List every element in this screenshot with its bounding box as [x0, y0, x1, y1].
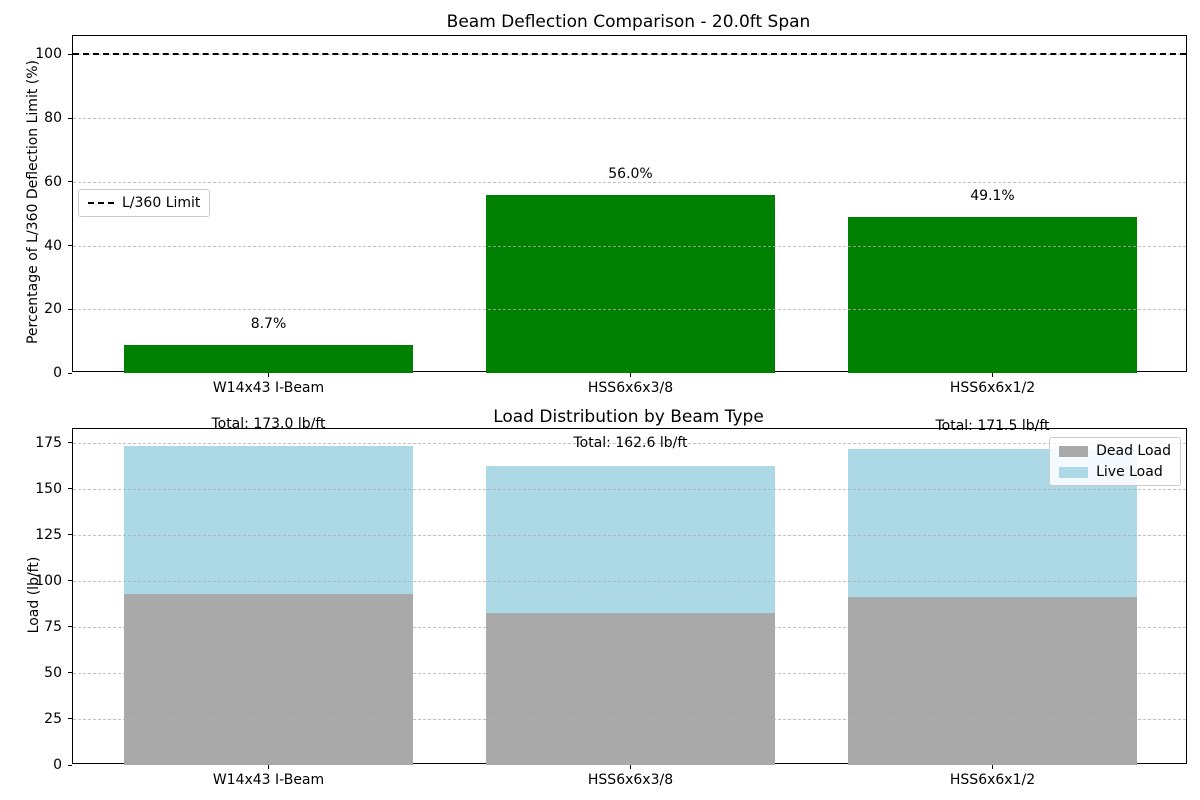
y-tick-label: 100 [35, 46, 62, 63]
y-tick-label: 40 [44, 237, 62, 254]
gridline-y-150 [73, 488, 1186, 490]
deflection-chart: 8.7% 56.0% 49.1% L/360 Limit 0 20 40 60 80 100 W1… [35, 35, 1187, 396]
bar-deflection-percent-of-l-360-limit [847, 216, 1138, 373]
bar-loads-live-load [123, 446, 414, 594]
x-tick [992, 765, 993, 769]
gridline-y-125 [73, 534, 1186, 536]
bar-value-label: 56.0% [608, 165, 653, 182]
y-tick-label: 125 [35, 526, 62, 543]
gridline-y-175 [73, 442, 1186, 444]
x-tick [267, 373, 269, 377]
y-tick-40 [68, 245, 72, 247]
x-tick [992, 373, 993, 377]
y-tick-label: 75 [44, 618, 62, 635]
bar-loads-dead-load [485, 612, 776, 765]
bar-value-label: Total: 173.0 lb/ft [211, 415, 326, 432]
y-tick-0 [68, 764, 72, 766]
x-tick-label-hss6x6x3-8: HSS6x6x3/8 [587, 772, 674, 788]
x-tick [630, 765, 631, 769]
y-tick-25 [68, 718, 72, 720]
x-tick [630, 373, 631, 377]
y-tick-label: 25 [44, 710, 62, 727]
gridline-y-100 [73, 580, 1186, 582]
legend-patch-swatch [1059, 466, 1089, 478]
y-tick-125 [68, 534, 72, 536]
y-tick-20 [68, 308, 72, 310]
legend-entry: Dead Load [1059, 443, 1171, 459]
x-tick [267, 765, 269, 769]
y-tick-150 [68, 488, 72, 490]
y-tick-175 [68, 442, 72, 444]
y-tick-label: 0 [53, 365, 62, 381]
y-tick-label: 0 [53, 757, 62, 773]
x-tick-label-hss6x6x1-2: HSS6x6x1/2 [949, 772, 1036, 788]
legend-entry: Live Load [1059, 464, 1171, 480]
load-chart: Total: 173.0 lb/ft Total: 162.6 lb/ft Tota… [35, 416, 1187, 788]
gridline-y-80 [73, 118, 1186, 120]
y-tick-100 [68, 53, 72, 55]
bar-value-label: 49.1% [970, 187, 1015, 204]
legend-dashed-line-swatch [88, 202, 114, 204]
bar-loads-dead-load [847, 596, 1138, 765]
bar-value-label: Total: 171.5 lb/ft [935, 418, 1050, 435]
y-tick-100 [68, 580, 72, 582]
legend-label: Live Load [1096, 464, 1163, 480]
y-tick-label: 175 [35, 434, 62, 451]
gridline-y-75 [73, 626, 1186, 628]
gridline-y-50 [73, 672, 1186, 674]
bar-loads-live-load [485, 465, 776, 613]
y-tick-label: 80 [44, 110, 62, 127]
deflection-plot-area: 8.7% 56.0% 49.1% L/360 Limit [73, 36, 1186, 373]
load-chart-title: Load Distribution by Beam Type [493, 407, 764, 427]
bar-value-label: 8.7% [250, 316, 287, 333]
y-tick-0 [68, 372, 72, 374]
y-tick-80 [68, 117, 72, 119]
y-tick-60 [68, 181, 72, 183]
legend-entry: L/360 Limit [88, 195, 200, 211]
y-tick-50 [68, 672, 72, 674]
y-tick-label: 50 [44, 664, 62, 681]
y-tick-label: 150 [35, 480, 62, 497]
gridline-y-20 [73, 309, 1186, 311]
load-plot-area: Total: 173.0 lb/ft Total: 162.6 lb/ft Tota… [73, 416, 1186, 765]
gridline-y-25 [73, 718, 1186, 720]
bar-value-label: Total: 162.6 lb/ft [573, 434, 688, 451]
gridline-y-40 [73, 245, 1186, 247]
x-tick-label-w14x43-i-beam: W14x43 I-Beam [212, 380, 325, 396]
bar-loads-dead-load [123, 593, 414, 765]
legend: L/360 Limit [78, 189, 211, 217]
gridline-y-60 [73, 181, 1186, 183]
y-tick-label: 60 [44, 173, 62, 190]
bar-deflection-percent-of-l-360-limit [123, 345, 414, 373]
x-tick-label-hss6x6x3-8: HSS6x6x3/8 [587, 380, 674, 396]
y-tick-label: 20 [44, 301, 62, 318]
legend-label: Dead Load [1096, 443, 1171, 459]
ref-line-l-360-limit [73, 53, 1186, 56]
x-tick-label-hss6x6x1-2: HSS6x6x1/2 [949, 380, 1036, 396]
legend-patch-swatch [1059, 445, 1089, 457]
legend-label: L/360 Limit [122, 195, 201, 211]
y-tick-75 [68, 626, 72, 628]
y-tick-label: 100 [35, 572, 62, 589]
bar-deflection-percent-of-l-360-limit [485, 194, 776, 373]
x-tick-label-w14x43-i-beam: W14x43 I-Beam [212, 772, 325, 788]
deflection-chart-title: Beam Deflection Comparison - 20.0ft Span [446, 12, 811, 32]
legend: Dead Load Live Load [1049, 437, 1181, 486]
